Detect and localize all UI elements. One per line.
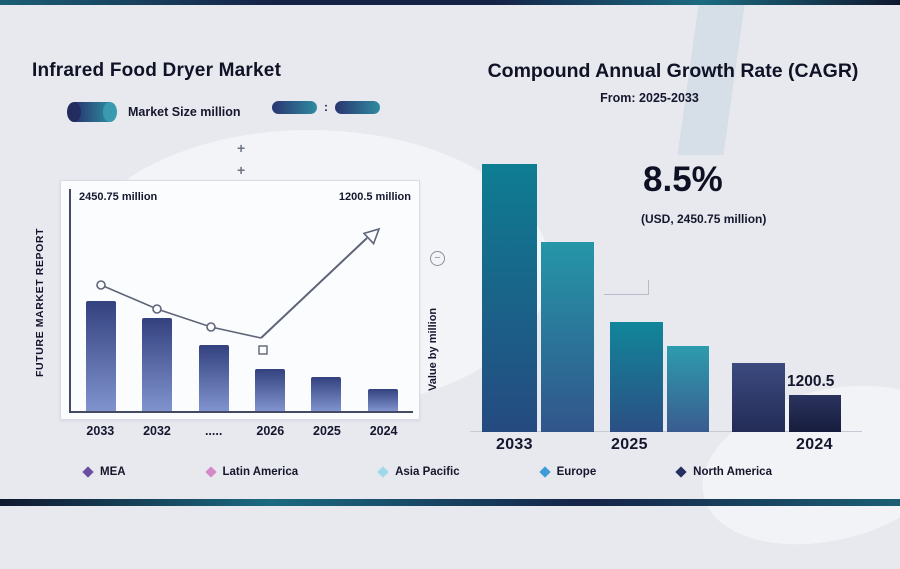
diamond-icon [204,466,217,478]
legend: MEA Latin America Asia Pacific Europe North … [82,466,772,478]
bar-group-2025 [610,322,709,432]
cagr-value: 8.5% [643,160,723,199]
legend-label: MEA [100,466,126,478]
x-axis-line [69,411,413,413]
top-border-strip [0,0,900,5]
market-size-label: Market Size million [128,105,241,119]
legend-item-latin-america: Latin America [204,466,299,478]
callout-bracket [604,280,649,295]
x-tick-label: 2032 [143,424,171,438]
x-tick-label: ..... [204,424,223,438]
page-title: Infrared Food Dryer Market [32,60,282,81]
bar [198,345,229,411]
left-xlabels: 2033 2032..... 2026 2025 2024 [60,424,420,438]
pill-right [335,100,380,114]
cylinder-icon [67,102,117,122]
x-tick-label: 2024 [369,424,398,438]
bar [667,346,709,432]
background-swoosh [685,360,900,569]
trend-arrow [96,227,381,355]
legend-label: Latin America [222,466,299,478]
bar [311,377,342,411]
ratio-pills: : [272,100,380,114]
legend-item-europe: Europe [538,466,597,478]
diamond-icon [538,466,551,478]
cagr-subtitle: From: 2025-2033 [600,91,699,105]
market-size-legend: Market Size million [64,95,241,129]
bar [86,301,117,411]
value-annotation: 1200.5 [787,373,835,390]
x-tick-label: 2026 [256,424,285,438]
value-axis-title: Value by million [427,307,439,391]
left-axis-title: FUTURE MARKET REPORT [34,227,46,377]
pill-colon: : [324,100,328,114]
bar [367,389,398,411]
legend-label: North America [693,466,772,478]
cagr-basis: (USD, 2450.75 million) [641,212,767,226]
minus-icon: − [430,251,445,266]
x-tick-label: 2025 [611,436,648,453]
bottom-border-strip [0,499,900,506]
market-size-chart: 2450.75 million 1200.5 million [60,180,420,420]
legend-item-asia-pacific: Asia Pacific [377,466,460,478]
legend-label: Asia Pacific [395,466,460,478]
legend-item-north-america: North America [675,466,772,478]
x-tick-label: 2025 [313,424,341,438]
value-label-2024: 1200.5 million [338,191,411,203]
bar [255,369,286,411]
x-tick-label: 2033 [86,424,115,438]
right-baseline [470,431,862,432]
bar [142,318,173,411]
legend-label: Europe [556,466,597,478]
diamond-icon [377,466,389,478]
cagr-title: Compound Annual Growth Rate (CAGR) [487,60,859,82]
value-label-2033: 2450.75 million [79,191,158,203]
plus-mark: + [237,162,246,178]
bar [610,322,663,432]
diamond-icon [82,466,94,478]
x-tick-label: 2033 [496,436,533,453]
left-bars [73,211,411,411]
pill-left [272,100,317,114]
plus-mark: + [237,140,246,156]
legend-item-mea: MEA [82,466,126,478]
diamond-icon [675,466,687,478]
y-axis-line [69,189,71,413]
